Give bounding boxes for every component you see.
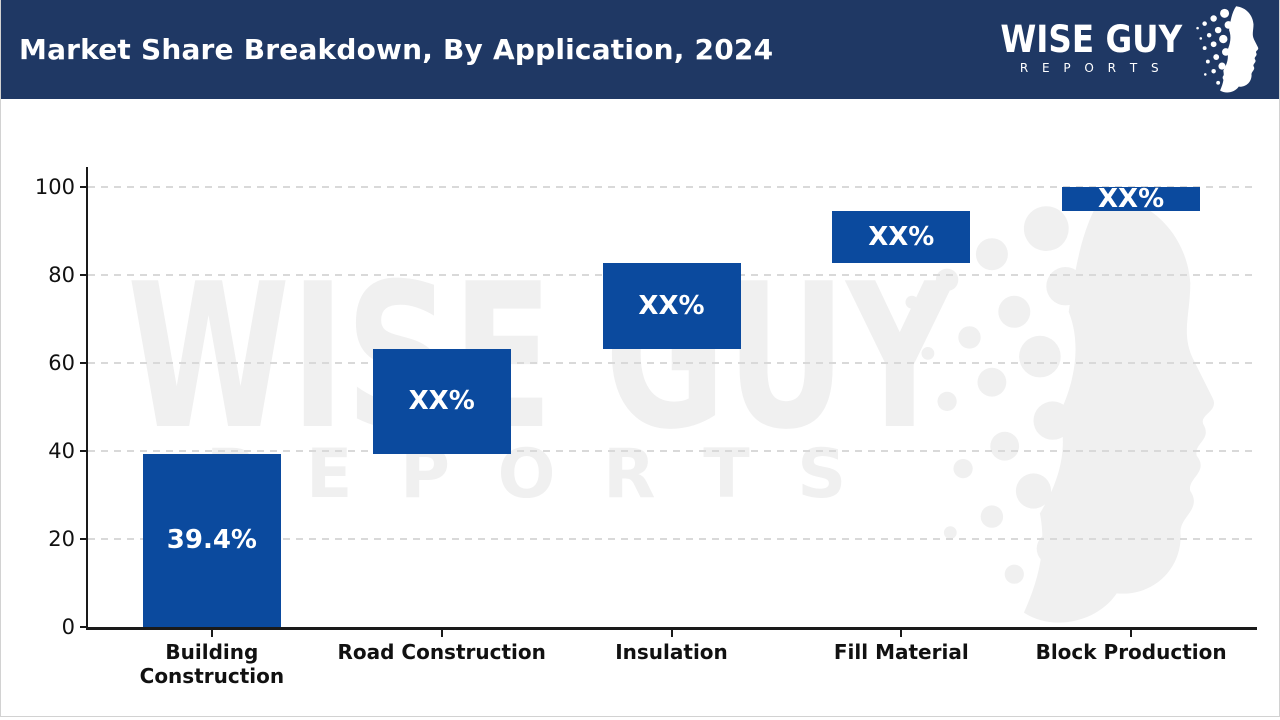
x-tick-mark-3: [670, 630, 673, 637]
bar-value-label-3: XX%: [638, 291, 705, 321]
x-category-label-5: Block Production: [1035, 640, 1227, 664]
chart-area: WISE GUY R E P O R T S 0 20 40 60 80 100 39.4%…: [1, 99, 1279, 716]
gridline-y-60: [88, 362, 1257, 364]
bar-value-label-2: XX%: [408, 386, 475, 417]
x-tick-mark-5: [1130, 630, 1133, 637]
bar-3: XX%: [602, 263, 741, 349]
bar-value-label-1: 39.4%: [166, 525, 257, 556]
y-tick-label-40: 40: [48, 439, 75, 463]
bar-value-label-5: XX%: [1098, 184, 1165, 215]
bar-4: XX%: [832, 211, 971, 264]
gridline-y-100: [88, 186, 1257, 188]
y-tick-label-80: 80: [48, 263, 75, 287]
x-tick-mark-2: [440, 630, 443, 637]
watermark-text-line1: WISE GUY: [127, 241, 954, 474]
y-tick-mark-0: [80, 626, 87, 628]
bar-value-label-4: XX%: [868, 222, 935, 253]
bar-1: 39.4%: [142, 453, 281, 627]
header: Market Share Breakdown, By Application, …: [1, 0, 1279, 99]
y-tick-mark-40: [80, 450, 87, 452]
gridline-y-40: [88, 450, 1257, 452]
y-tick-mark-100: [80, 186, 87, 188]
x-tick-mark-1: [210, 630, 213, 637]
bar-5: XX%: [1062, 184, 1201, 215]
brand-logo-text: WISE GUY R E P O R T S: [988, 18, 1195, 75]
y-axis-line: [86, 167, 88, 630]
y-tick-mark-80: [80, 274, 87, 276]
chart-title: Market Share Breakdown, By Application, …: [19, 33, 774, 66]
x-category-label-4: Fill Material: [833, 640, 969, 664]
y-tick-label-0: 0: [61, 615, 75, 639]
x-axis-line: [86, 627, 1257, 630]
x-category-label-1: Building Construction: [139, 640, 285, 688]
y-tick-mark-60: [80, 362, 87, 364]
wiseguy-face-icon: [1171, 5, 1273, 95]
gridline-y-20: [88, 538, 1257, 540]
y-tick-mark-20: [80, 538, 87, 540]
bar-2: XX%: [372, 348, 511, 454]
y-tick-label-20: 20: [48, 527, 75, 551]
brand-logo: WISE GUY R E P O R T S: [989, 0, 1279, 99]
y-tick-label-100: 100: [34, 175, 75, 199]
brand-name: WISE GUY: [1000, 18, 1183, 61]
x-category-label-3: Insulation: [615, 640, 728, 664]
plot: 0 20 40 60 80 100 39.4% Building Construction XX…: [1, 99, 1279, 716]
x-category-label-2: Road Construction: [337, 640, 546, 664]
x-tick-mark-4: [900, 630, 903, 637]
y-tick-label-60: 60: [48, 351, 75, 375]
brand-subtitle: R E P O R T S: [1019, 60, 1164, 75]
